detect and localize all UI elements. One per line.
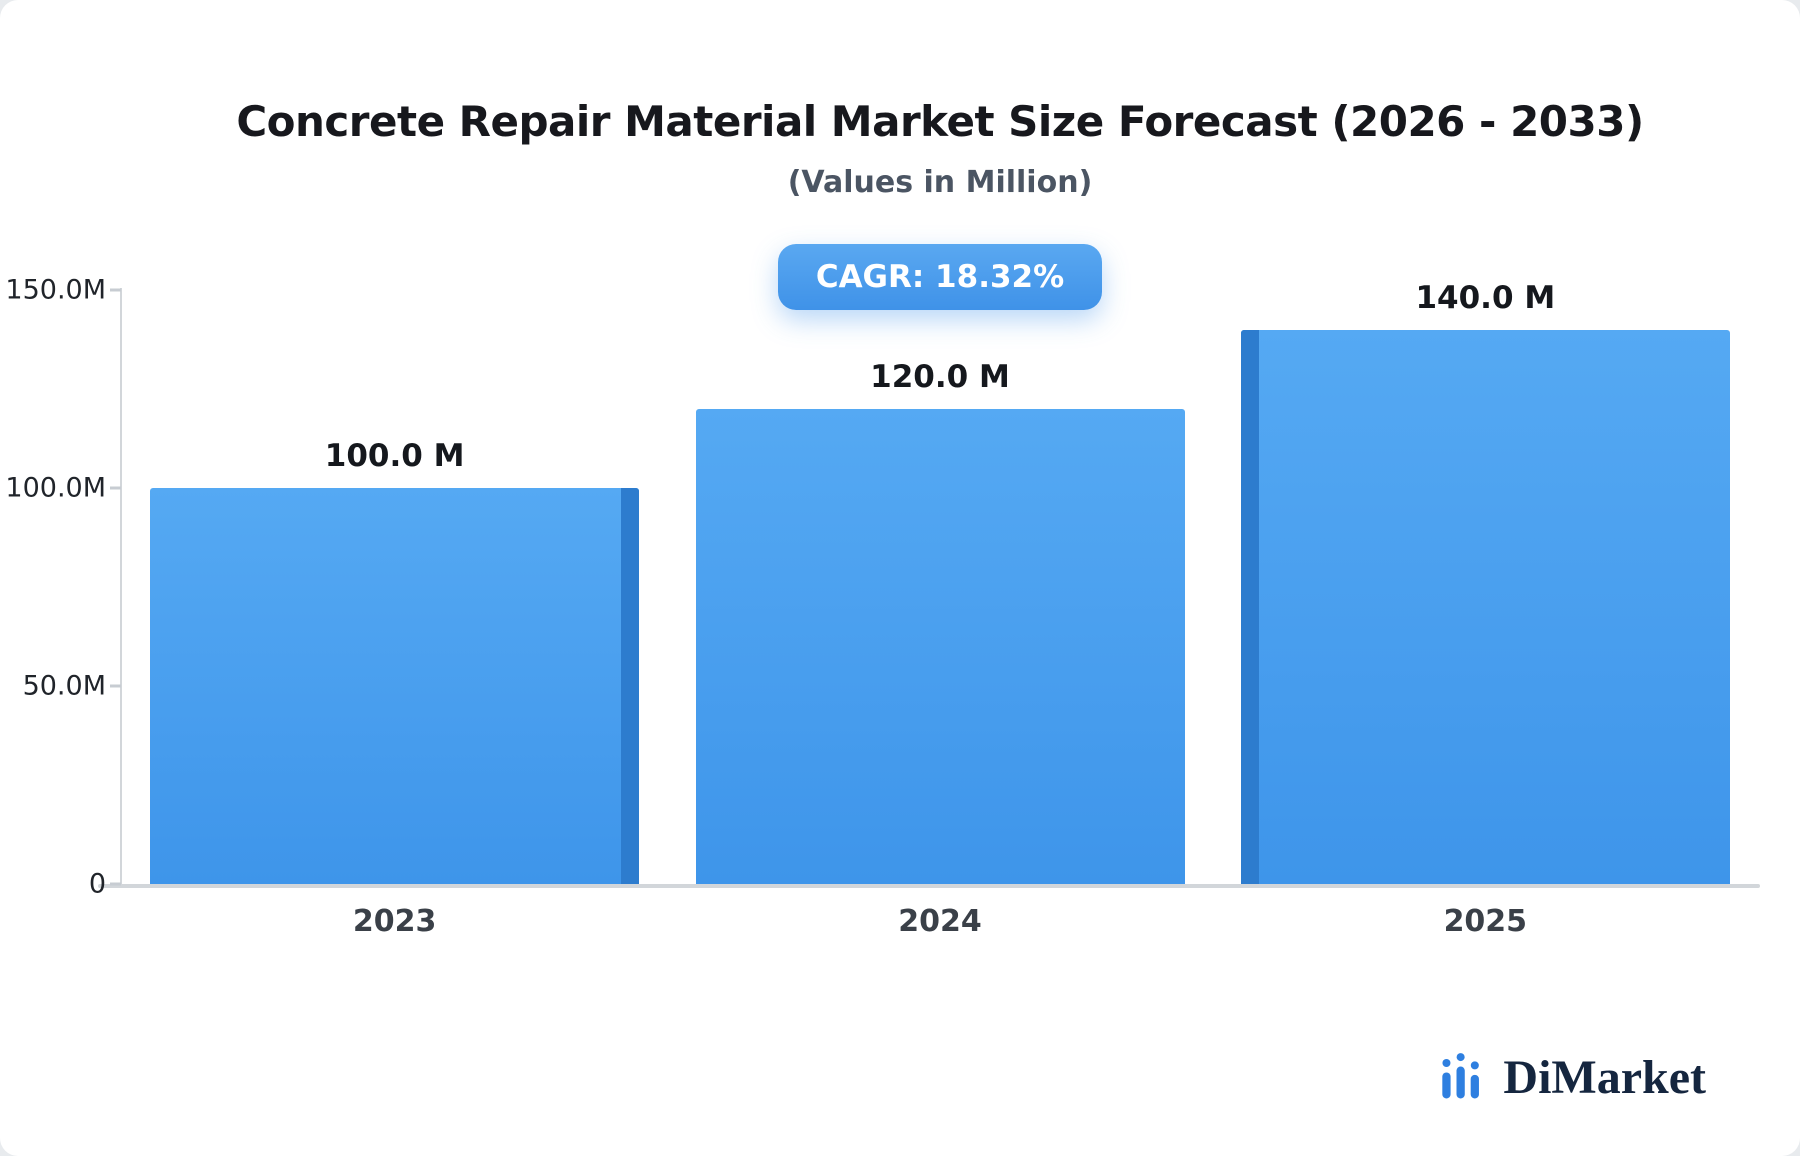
- dimarket-logo-icon: [1442, 1053, 1480, 1099]
- y-tick-label: 50.0M: [22, 670, 106, 702]
- x-axis: 2023 2024 2025: [122, 904, 1758, 948]
- bar-value-label: 120.0 M: [870, 358, 1010, 395]
- bar-2024[interactable]: [695, 408, 1185, 884]
- bar-value-label: 140.0 M: [1415, 279, 1556, 316]
- bar-shade: [621, 488, 640, 884]
- y-axis: 150.0M 100.0M 50.0M 0: [0, 275, 122, 900]
- y-tick-label: 150.0M: [5, 274, 106, 306]
- x-axis-line: [98, 884, 1760, 888]
- brand-logo[interactable]: DiMarket: [1437, 1050, 1706, 1102]
- y-tick-label: 100.0M: [5, 472, 106, 504]
- brand-name: DiMarket: [1503, 1051, 1706, 1104]
- y-tick-label: 0: [88, 868, 106, 900]
- y-axis-line: [120, 288, 122, 886]
- bar-2023[interactable]: [150, 488, 640, 884]
- plot-area: 100.0 M 120.0 M 140.0 M: [122, 280, 1758, 884]
- y-tick-mark: [110, 882, 121, 886]
- chart-title: Concrete Repair Material Market Size For…: [236, 97, 1644, 146]
- y-tick-mark: [110, 486, 121, 490]
- chart-subtitle: (Values in Million): [787, 165, 1093, 200]
- y-tick-mark: [110, 288, 121, 292]
- bar-2025[interactable]: [1240, 329, 1730, 884]
- y-tick-mark: [110, 684, 121, 688]
- x-axis-label: 2023: [352, 904, 437, 939]
- bar-value-label: 100.0 M: [324, 438, 465, 474]
- chart-header: Concrete Repair Material Market Size For…: [122, 96, 1758, 310]
- bar-shade: [1240, 329, 1259, 884]
- cagr-badge: CAGR: 18.32%: [777, 244, 1103, 310]
- x-axis-label: 2025: [1443, 904, 1528, 939]
- x-axis-label: 2024: [898, 904, 982, 939]
